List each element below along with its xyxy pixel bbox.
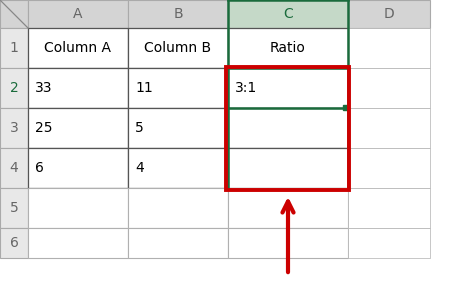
Bar — [0, 108, 28, 148]
Text: Column B: Column B — [145, 41, 211, 55]
Bar — [128, 28, 228, 68]
Text: 6: 6 — [35, 161, 44, 175]
Bar — [0, 28, 28, 68]
Text: B: B — [173, 7, 183, 21]
Text: Column A: Column A — [45, 41, 111, 55]
Text: 11: 11 — [135, 81, 153, 95]
Text: 25: 25 — [35, 121, 53, 135]
Bar — [348, 228, 430, 258]
Bar — [228, 228, 348, 258]
Text: 3:1: 3:1 — [235, 81, 257, 95]
Text: D: D — [383, 7, 394, 21]
Bar — [343, 105, 348, 110]
Bar — [228, 108, 348, 148]
Text: A: A — [73, 7, 83, 21]
Bar — [128, 148, 228, 188]
Bar — [28, 148, 128, 188]
Bar — [348, 108, 430, 148]
Text: 33: 33 — [35, 81, 53, 95]
Text: 4: 4 — [135, 161, 144, 175]
Bar — [0, 188, 28, 228]
Bar — [128, 228, 228, 258]
Bar — [228, 0, 348, 28]
Text: 5: 5 — [9, 201, 18, 215]
Bar — [348, 0, 430, 28]
Bar — [227, 67, 349, 190]
Bar — [0, 0, 28, 28]
Text: 1: 1 — [9, 41, 18, 55]
Bar — [0, 68, 28, 108]
Text: C: C — [283, 7, 293, 21]
Bar — [348, 188, 430, 228]
Text: 3: 3 — [9, 121, 18, 135]
Bar — [228, 68, 348, 108]
Bar — [28, 0, 128, 28]
Bar — [228, 148, 348, 188]
Bar — [0, 148, 28, 188]
Bar — [348, 28, 430, 68]
Text: 4: 4 — [9, 161, 18, 175]
Bar — [28, 68, 128, 108]
Bar — [348, 148, 430, 188]
Bar — [228, 28, 348, 68]
Bar — [128, 68, 228, 108]
Bar — [128, 108, 228, 148]
Text: 5: 5 — [135, 121, 144, 135]
Text: 2: 2 — [9, 81, 18, 95]
Bar — [128, 0, 228, 28]
Bar — [28, 228, 128, 258]
Bar — [228, 188, 348, 228]
Bar — [0, 228, 28, 258]
Bar — [28, 28, 128, 68]
Text: 6: 6 — [9, 236, 18, 250]
Bar — [28, 108, 128, 148]
Text: Ratio: Ratio — [270, 41, 306, 55]
Bar — [128, 188, 228, 228]
Bar — [28, 188, 128, 228]
Bar — [348, 68, 430, 108]
